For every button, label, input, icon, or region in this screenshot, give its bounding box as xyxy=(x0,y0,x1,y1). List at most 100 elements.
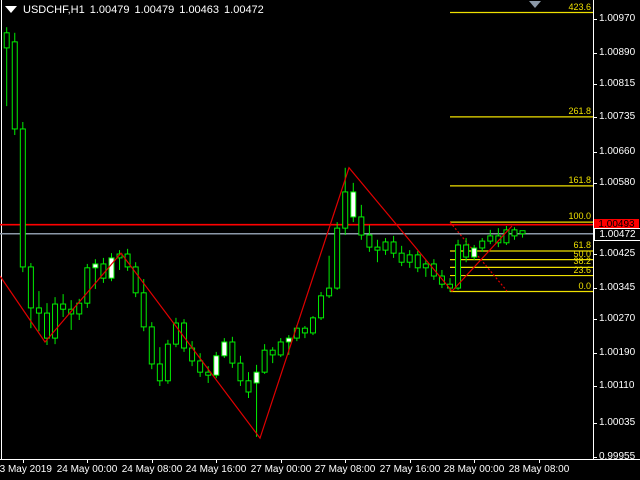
fib-diagonal-line xyxy=(449,221,508,292)
candle-body xyxy=(455,244,462,289)
ask-price-box: 1.00493 xyxy=(594,219,639,231)
price-axis-label: 1.00190 xyxy=(599,347,636,358)
candle-body xyxy=(76,302,83,315)
candle-body xyxy=(463,244,470,258)
candle-body xyxy=(390,241,397,254)
fib-level-label: 61.8 xyxy=(573,239,591,250)
candle-body xyxy=(92,263,99,269)
time-axis-tick xyxy=(281,459,282,463)
candle-body xyxy=(52,303,59,339)
candle-body xyxy=(269,349,276,356)
candle-body xyxy=(164,343,171,382)
bid-price-value: 1.00472 xyxy=(599,229,636,241)
price-axis-label: 1.00345 xyxy=(599,282,636,293)
candle-body xyxy=(19,128,26,268)
candle-body xyxy=(406,254,413,263)
price-axis-tick xyxy=(593,288,597,289)
candle-body xyxy=(471,247,478,258)
price-axis-label: 1.00035 xyxy=(599,417,636,428)
time-axis-label: 28 May 08:00 xyxy=(508,464,570,475)
candle-body xyxy=(197,360,204,373)
candle-body xyxy=(382,241,389,251)
price-axis-tick xyxy=(593,457,597,458)
price-axis-tick xyxy=(593,254,597,255)
fib-level-label: 0.0 xyxy=(578,280,591,291)
candle-body xyxy=(221,341,228,357)
candle-body xyxy=(398,252,405,263)
candle-body xyxy=(318,295,325,319)
ohlc-open: 1.00479 xyxy=(89,4,130,16)
price-axis-label: 1.00580 xyxy=(599,177,636,188)
candle-body xyxy=(326,287,333,297)
candle-body xyxy=(253,371,260,384)
fib-level-label: 161.8 xyxy=(568,174,591,185)
ohlc-high: 1.00479 xyxy=(134,4,175,16)
time-axis-label: 24 May 08:00 xyxy=(121,464,183,475)
price-axis-tick xyxy=(593,152,597,153)
candle-body xyxy=(374,246,381,251)
candle-body xyxy=(132,266,139,294)
candle-body xyxy=(301,327,308,334)
time-axis-label: 24 May 16:00 xyxy=(185,464,247,475)
price-axis-tick xyxy=(593,319,597,320)
time-axis-tick xyxy=(539,459,540,463)
time-axis-tick xyxy=(216,459,217,463)
time-axis-tick xyxy=(23,459,24,463)
candle-body xyxy=(11,41,18,130)
fib-level-label: 261.8 xyxy=(568,105,591,116)
price-axis-tick xyxy=(593,53,597,54)
time-axis-tick xyxy=(152,459,153,463)
candle-body xyxy=(237,362,244,382)
price-axis-label: 1.00660 xyxy=(599,146,636,157)
candle-body xyxy=(358,216,365,236)
time-axis-tick xyxy=(410,459,411,463)
candle-body xyxy=(366,234,373,248)
candle-body xyxy=(511,229,518,237)
candle-body xyxy=(156,363,163,382)
bid-price-box: 1.00472 xyxy=(594,228,640,242)
candle-body xyxy=(309,317,316,334)
candle-body xyxy=(213,355,220,376)
candle-body xyxy=(84,267,91,304)
time-axis-label: 28 May 00:00 xyxy=(443,464,505,475)
time-axis-tick xyxy=(87,459,88,463)
ohlc-low: 1.00463 xyxy=(179,4,220,16)
candle-body xyxy=(479,240,486,249)
fib-level-label: 38.2 xyxy=(573,256,591,267)
price-axis-label: 0.99955 xyxy=(599,451,636,462)
chart-shift-marker-icon xyxy=(529,1,541,8)
time-axis-label: 27 May 08:00 xyxy=(314,464,376,475)
price-axis-tick xyxy=(593,353,597,354)
price-axis-tick xyxy=(593,183,597,184)
candle-body xyxy=(148,326,155,365)
candle-body xyxy=(277,341,284,356)
ohlc-close: 1.00472 xyxy=(224,4,264,16)
candle-body xyxy=(342,191,349,229)
candle-body xyxy=(495,235,502,244)
price-axis-tick xyxy=(593,386,597,387)
candle-body xyxy=(487,235,494,242)
candle-body xyxy=(3,32,10,49)
candle-body xyxy=(438,275,445,285)
candle-body xyxy=(422,263,429,269)
price-axis-tick xyxy=(593,423,597,424)
price-axis-label: 1.00970 xyxy=(599,13,636,24)
ask-price-value: 1.00493 xyxy=(598,219,635,231)
symbol-dropdown-icon[interactable] xyxy=(5,6,17,13)
time-axis-label: 23 May 2019 xyxy=(0,464,52,475)
price-axis-label: 1.00425 xyxy=(599,248,636,259)
fib-level-label: 423.6 xyxy=(568,1,591,12)
fib-level-label: 23.6 xyxy=(573,264,591,275)
zigzag-line xyxy=(0,166,513,440)
candle-body xyxy=(350,191,357,218)
candle-body xyxy=(503,229,510,244)
fib-level-label: 50.0 xyxy=(573,248,591,259)
candle-body xyxy=(334,227,341,289)
time-axis-tick xyxy=(345,459,346,463)
fib-level-label: 100.0 xyxy=(568,211,591,222)
price-axis-tick xyxy=(593,19,597,20)
price-axis-label: 1.00110 xyxy=(599,380,635,391)
